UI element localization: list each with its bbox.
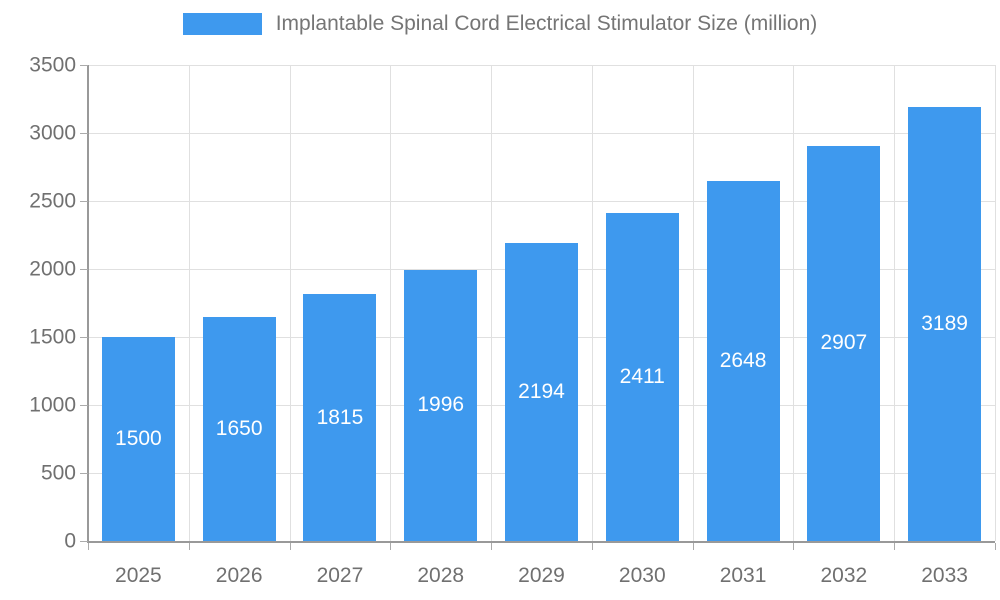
gridline-vertical	[491, 65, 493, 541]
bar-value-label: 2411	[619, 365, 665, 389]
gridline-vertical	[591, 65, 593, 541]
x-axis-tick	[390, 543, 392, 550]
x-axis-tick-label: 2028	[417, 564, 465, 587]
x-axis-tick	[88, 543, 89, 550]
x-axis-tick-label: 2033	[921, 564, 968, 587]
gridline-horizontal	[88, 201, 995, 202]
x-axis-tick-label: 2025	[115, 564, 162, 587]
bar-2031[interactable]: 2648	[706, 180, 780, 541]
gridline-vertical	[995, 65, 996, 541]
x-axis-tick	[289, 543, 291, 550]
y-axis-tick-label: 3500	[29, 53, 76, 77]
bar-value-label: 1996	[417, 393, 465, 417]
x-axis-tick-label: 2026	[215, 564, 263, 587]
y-axis-tick-label: 3000	[29, 121, 76, 145]
bar-2029[interactable]: 2194	[505, 242, 578, 541]
x-axis-tick-label: 2031	[719, 564, 767, 587]
gridline-vertical	[390, 65, 392, 541]
bar-value-label: 1815	[316, 405, 364, 429]
y-axis-tick-label: 1500	[29, 325, 76, 349]
bar-value-label: 3189	[921, 312, 968, 336]
bar-value-label: 1500	[115, 427, 162, 450]
bar-2032[interactable]: 2907	[807, 145, 881, 541]
y-axis-tick-label: 1000	[29, 393, 76, 417]
bar-2030[interactable]: 2411	[605, 213, 679, 541]
x-axis-tick	[491, 543, 493, 550]
bar-2026[interactable]: 1650	[202, 316, 276, 541]
x-axis-tick-label: 2030	[618, 564, 666, 587]
bar-2027[interactable]: 1815	[303, 294, 377, 541]
y-axis-tick	[80, 473, 88, 474]
y-axis-tick	[80, 201, 88, 202]
x-axis-line	[88, 541, 995, 543]
bar-value-label: 2194	[518, 379, 565, 403]
x-axis-tick	[793, 543, 795, 550]
y-axis-tick-label: 2000	[29, 257, 76, 281]
bar-value-label: 2907	[820, 331, 868, 355]
x-axis-tick	[995, 543, 996, 550]
x-axis-tick	[188, 543, 190, 550]
gridline-horizontal	[88, 65, 995, 66]
y-axis-tick	[80, 65, 88, 66]
bar-2028[interactable]: 1996	[404, 269, 478, 541]
y-axis-line	[87, 65, 89, 543]
gridline-vertical	[793, 65, 795, 541]
x-axis-tick-label: 2032	[820, 564, 868, 587]
bar-value-label: 2648	[719, 348, 767, 372]
gridline-vertical	[289, 65, 291, 541]
x-axis-tick	[894, 543, 896, 550]
legend-swatch	[182, 13, 262, 35]
y-axis-tick-label: 0	[64, 529, 76, 553]
y-axis-tick	[80, 405, 88, 406]
x-axis-tick	[692, 543, 694, 550]
x-axis-tick	[591, 543, 593, 550]
legend-label: Implantable Spinal Cord Electrical Stimu…	[275, 12, 818, 35]
y-axis-tick	[80, 269, 88, 270]
bar-2025[interactable]: 1500	[101, 337, 175, 541]
y-axis-tick	[80, 541, 88, 542]
y-axis-tick	[80, 133, 88, 134]
gridline-vertical	[894, 65, 896, 541]
y-axis-tick	[80, 337, 88, 338]
y-axis-tick-label: 500	[40, 461, 76, 485]
legend[interactable]: Implantable Spinal Cord Electrical Stimu…	[0, 12, 1000, 36]
bar-value-label: 1650	[215, 416, 263, 440]
bar-2033[interactable]: 3189	[908, 107, 982, 541]
x-axis-tick-label: 2029	[518, 564, 565, 587]
y-axis-tick-label: 2500	[29, 189, 76, 213]
gridline-horizontal	[88, 133, 995, 134]
gridline-vertical	[692, 65, 694, 541]
x-axis-tick-label: 2027	[316, 564, 364, 587]
gridline-vertical	[188, 65, 190, 541]
